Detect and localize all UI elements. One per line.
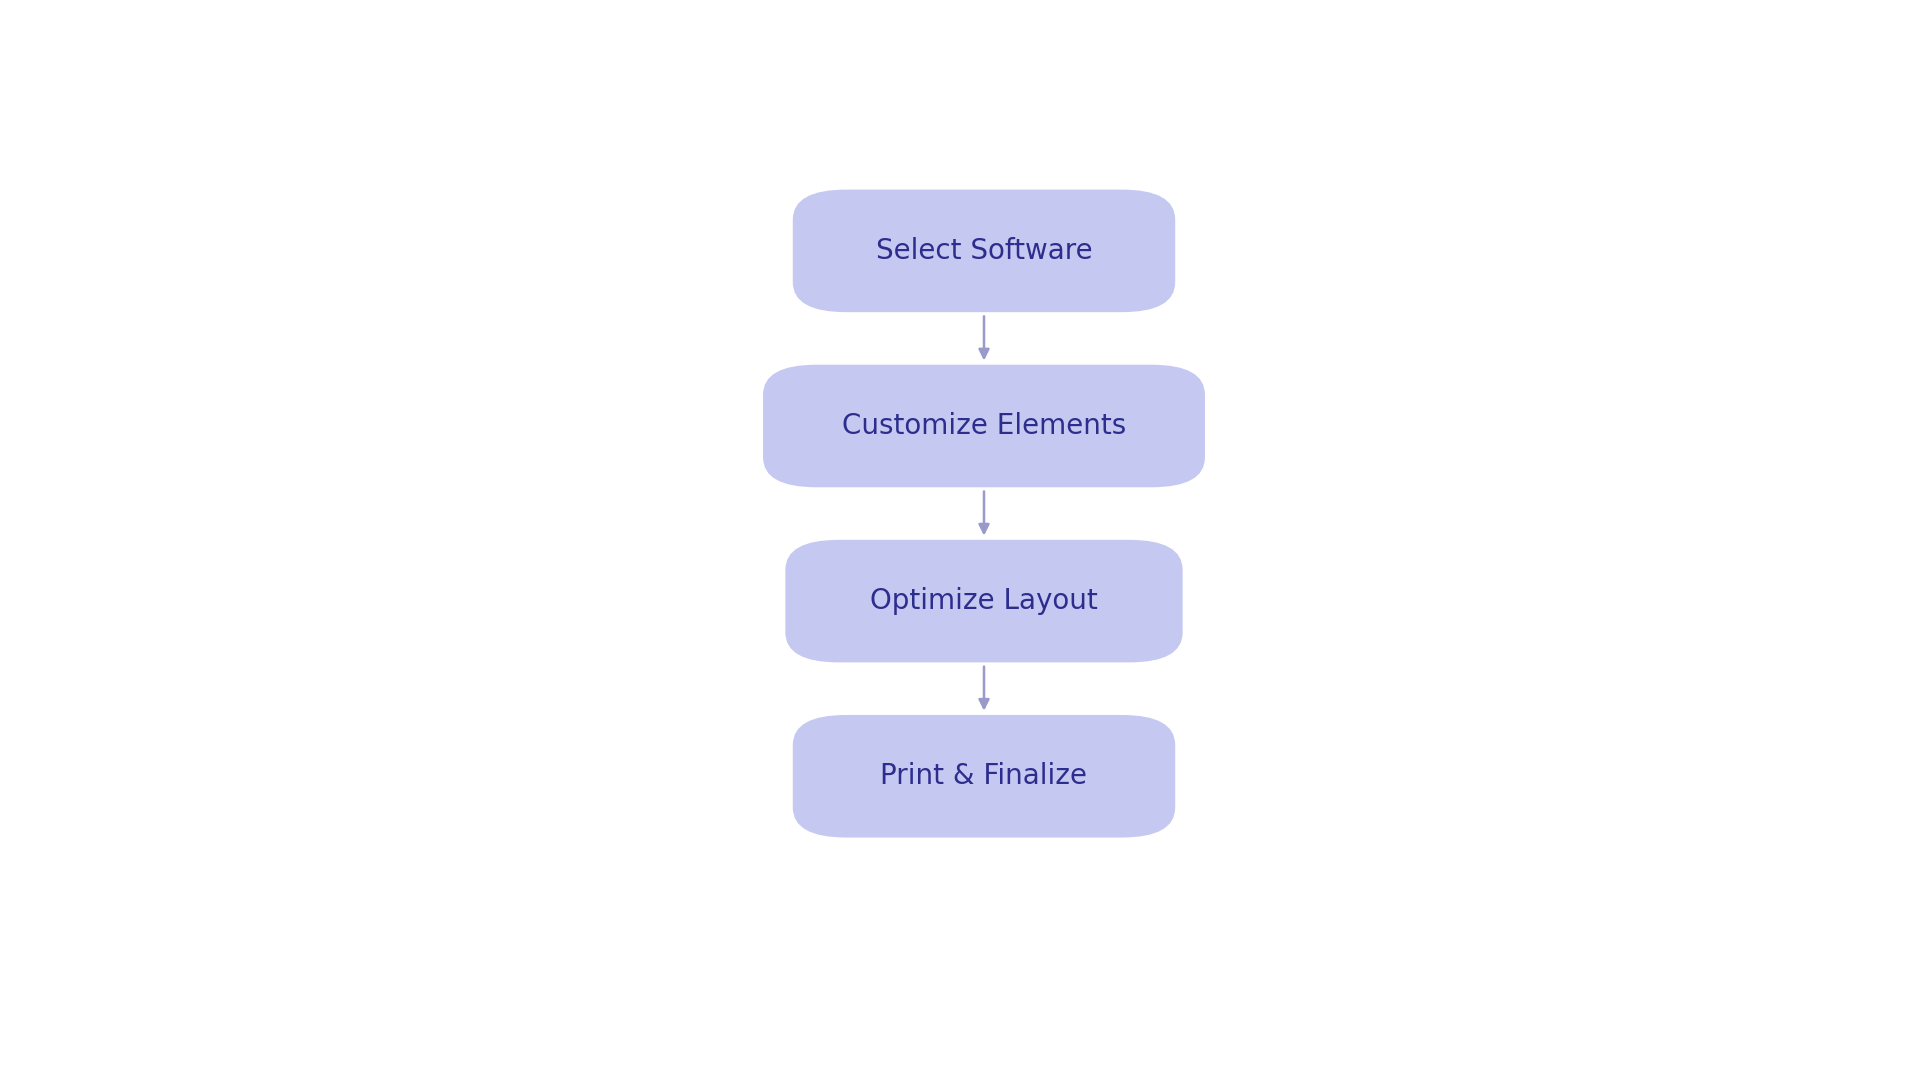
FancyBboxPatch shape [785, 539, 1183, 663]
FancyBboxPatch shape [793, 190, 1175, 312]
Text: Optimize Layout: Optimize Layout [870, 587, 1098, 615]
FancyBboxPatch shape [762, 365, 1206, 487]
Text: Customize Elements: Customize Elements [841, 412, 1127, 440]
Text: Print & Finalize: Print & Finalize [881, 762, 1087, 791]
FancyBboxPatch shape [793, 715, 1175, 837]
Text: Select Software: Select Software [876, 237, 1092, 265]
